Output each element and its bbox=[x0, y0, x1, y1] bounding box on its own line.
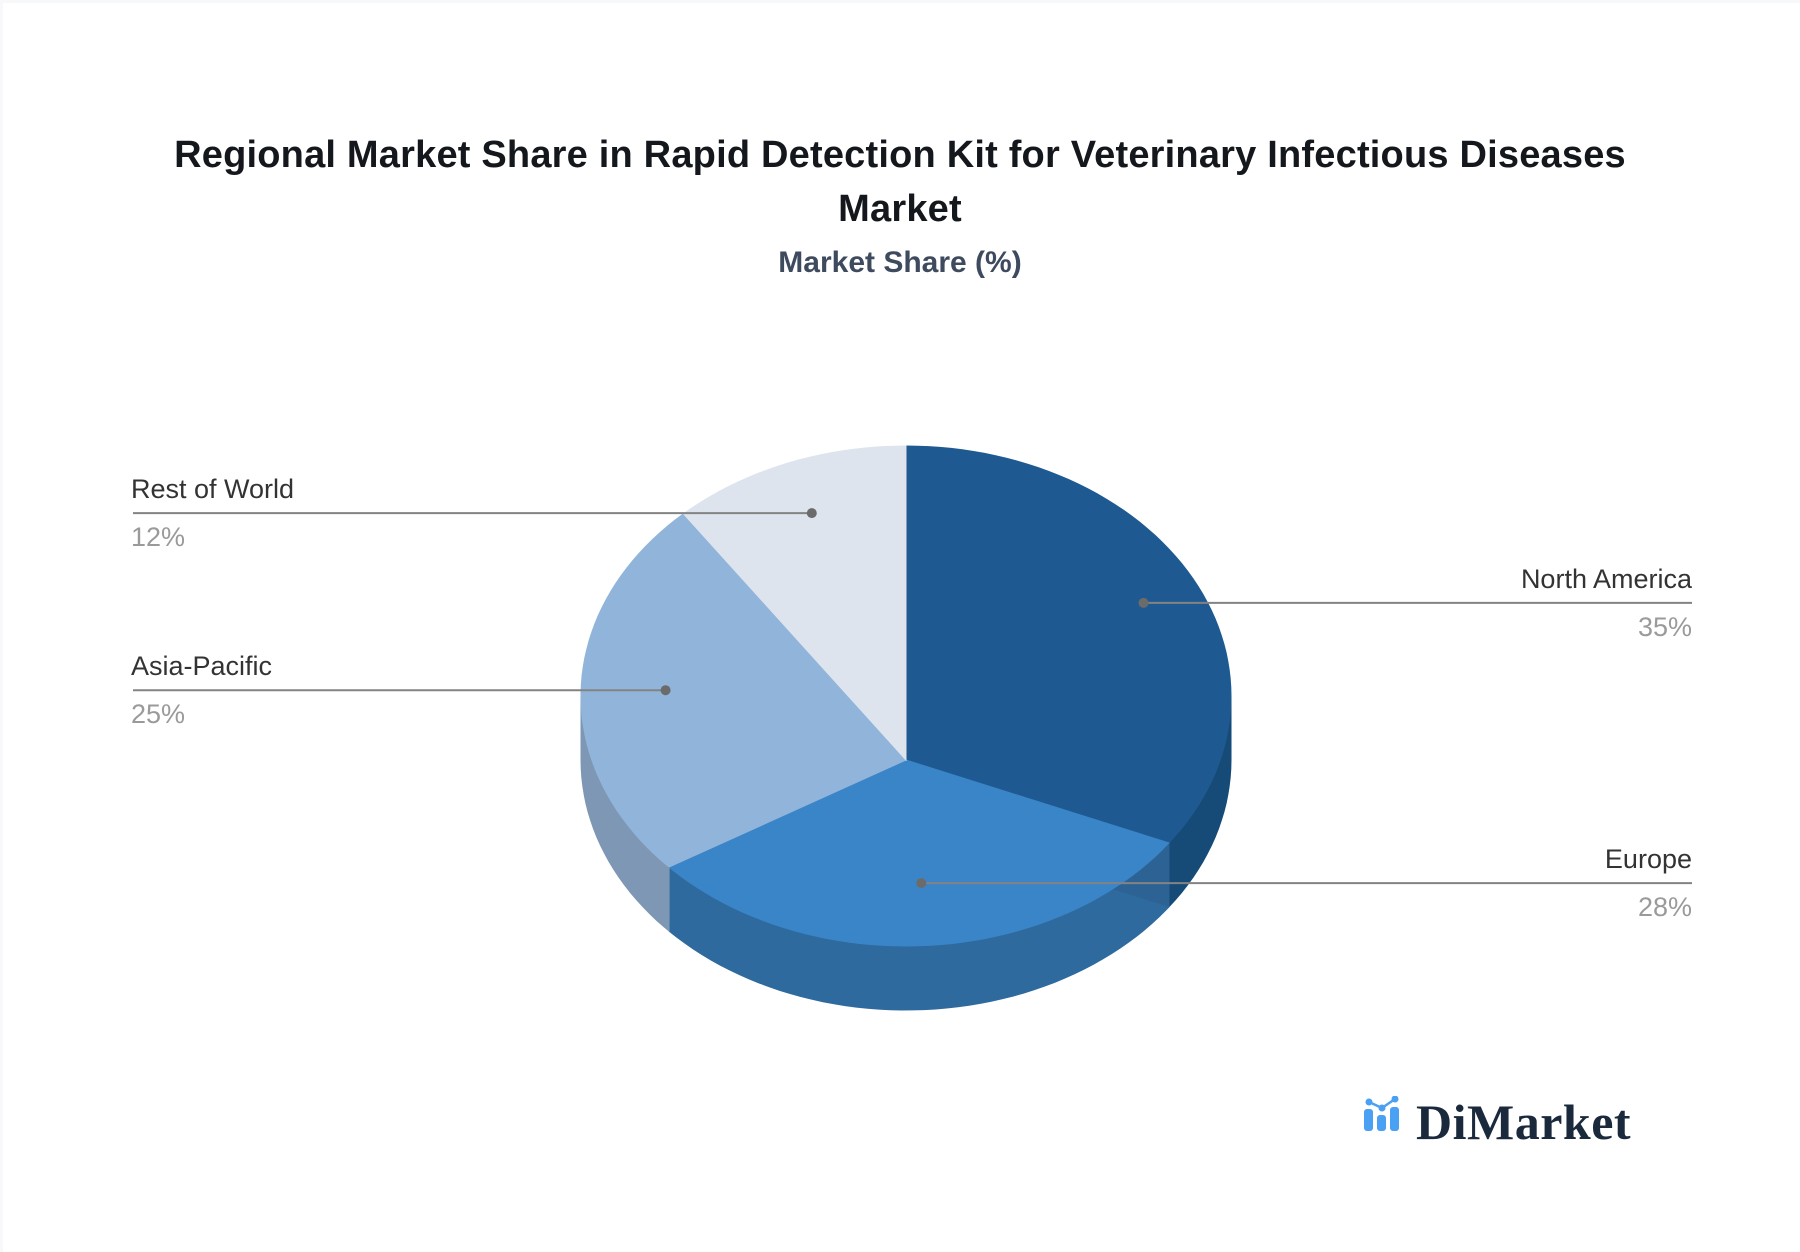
chart-title-line2: Market bbox=[838, 188, 962, 230]
slice-label-europe: Europe bbox=[1604, 844, 1692, 875]
slice-percent-europe: 28% bbox=[1637, 892, 1692, 923]
pie-slice-asia-pacific[interactable] bbox=[580, 513, 907, 868]
brand-bar bbox=[1377, 1115, 1386, 1131]
brand-bar bbox=[1364, 1109, 1373, 1131]
brand-dot bbox=[1391, 1096, 1399, 1103]
brand-bar bbox=[1390, 1107, 1399, 1131]
page-top-edge bbox=[0, 0, 1800, 3]
pie-slice-europe[interactable] bbox=[668, 759, 1170, 947]
page-left-edge bbox=[0, 0, 3, 1252]
slice-label-rest-of-world: Rest of World bbox=[131, 474, 295, 505]
brand-name: DiMarket bbox=[1416, 1094, 1632, 1150]
leader-dot-asia-pacific bbox=[660, 685, 671, 696]
chart-title: Regional Market Share in Rapid Detection… bbox=[0, 128, 1800, 236]
slice-label-north-america: North America bbox=[1520, 563, 1692, 594]
chart-title-line1: Regional Market Share in Rapid Detection… bbox=[174, 134, 1626, 176]
slice-percent-north-america: 35% bbox=[1637, 611, 1692, 642]
brand-logo: DiMarket bbox=[1362, 1096, 1631, 1148]
leader-dot-europe bbox=[916, 878, 927, 889]
pie-slice-north-america[interactable] bbox=[905, 445, 1232, 844]
bar-line-chart-icon bbox=[1364, 1096, 1399, 1131]
leader-dot-rest-of-world bbox=[806, 508, 817, 519]
pie-slice-rest-of-world[interactable] bbox=[682, 445, 907, 762]
leader-lines bbox=[133, 508, 1692, 889]
slice-percent-rest-of-world: 12% bbox=[131, 522, 186, 553]
slice-percent-asia-pacific: 25% bbox=[131, 699, 186, 730]
leader-dot-north-america bbox=[1138, 597, 1149, 608]
brand-dot bbox=[1365, 1098, 1373, 1106]
chart-subtitle: Market Share (%) bbox=[778, 246, 1022, 279]
slice-label-asia-pacific: Asia-Pacific bbox=[131, 651, 273, 682]
pie-slices bbox=[580, 445, 1232, 947]
brand-dot bbox=[1378, 1104, 1386, 1112]
